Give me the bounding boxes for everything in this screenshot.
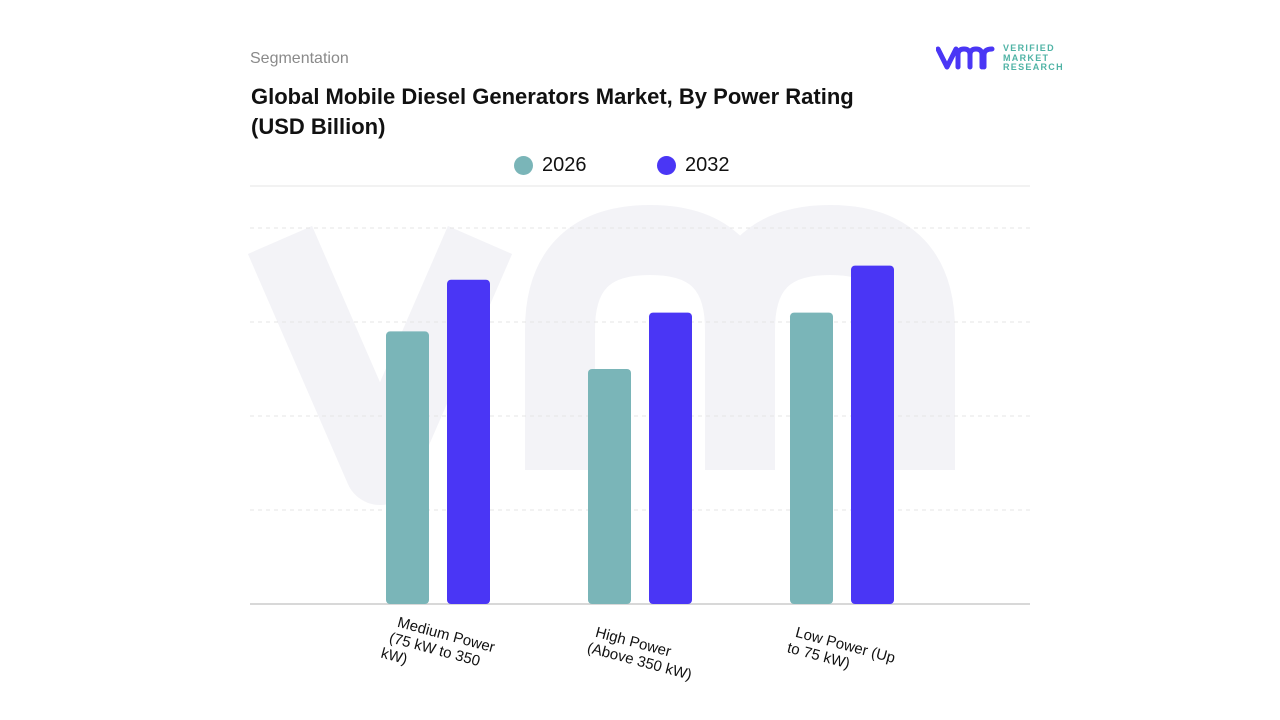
bar-2032-2 — [851, 265, 894, 604]
bar-2032-1 — [649, 312, 692, 604]
logo-line: MARKET — [1003, 52, 1050, 63]
segment-label: Segmentation — [250, 50, 349, 67]
bar-2026-1 — [588, 369, 631, 604]
bar-2026-0 — [386, 331, 429, 604]
bar-2026-2 — [790, 312, 833, 604]
legend-label: 2026 — [542, 154, 587, 176]
chart-title: Global Mobile Diesel Generators Market, … — [251, 84, 854, 139]
legend-item-2032: 2032 — [657, 154, 800, 177]
legend-label: 2032 — [685, 154, 730, 176]
logo-line: RESEARCH — [1003, 62, 1064, 72]
legend: 2026 2032 — [514, 154, 800, 177]
watermark — [247, 204, 955, 505]
bar-2032-0 — [447, 279, 490, 604]
vmr-logo: VERIFIED MARKET RESEARCH — [936, 43, 1064, 73]
legend-dot-2026 — [514, 156, 533, 175]
logo-line: VERIFIED — [1003, 43, 1055, 53]
vmr-logo-mark-icon — [936, 46, 995, 70]
legend-dot-2032 — [657, 156, 676, 175]
legend-item-2026: 2026 — [514, 154, 657, 177]
